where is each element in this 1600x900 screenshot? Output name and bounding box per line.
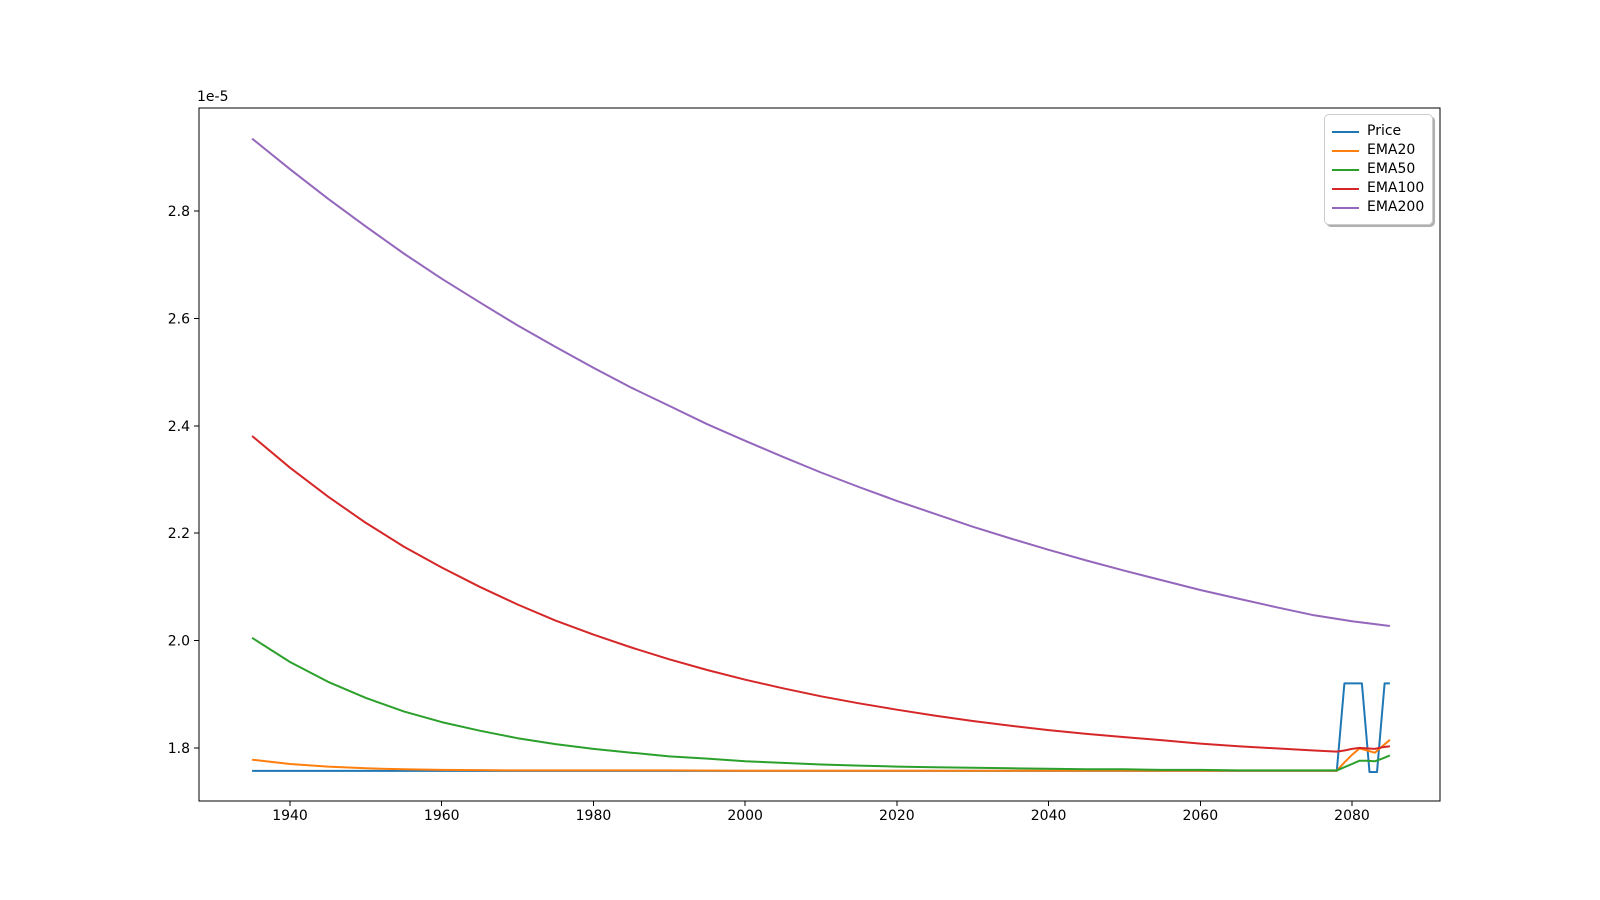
legend-entry-ema200: EMA200 [1332,199,1424,216]
series-line-ema50 [251,636,1391,772]
legend-line-sample [1332,206,1359,209]
legend-line-sample [1332,168,1359,171]
x-tick-label: 1940 [272,808,308,824]
x-tick-label: 2000 [727,808,763,824]
legend-label: EMA100 [1367,180,1425,196]
legend-line-sample [1332,187,1359,190]
legend-line-sample [1332,149,1359,152]
legend-label: Price [1367,123,1402,139]
x-tick-label: 2060 [1182,808,1218,824]
legend-entry-ema100: EMA100 [1332,180,1424,197]
y-tick-label: 1.8 [168,741,190,757]
x-tick-label: 2020 [879,808,915,824]
y-tick-label: 2.4 [168,419,190,435]
x-tick-label: 1960 [424,808,460,824]
x-tick-label: 2040 [1031,808,1067,824]
series-line-ema100 [251,435,1391,753]
legend: Price EMA20 EMA50 EMA100 EMA200 [1324,114,1433,225]
legend-label: EMA50 [1367,161,1416,177]
legend-line-sample [1332,130,1359,133]
series-line-ema200 [251,137,1391,627]
y-tick-label: 2.8 [168,204,190,220]
x-tick-label: 1980 [576,808,612,824]
legend-label: EMA200 [1367,199,1425,215]
legend-entry-ema50: EMA50 [1332,161,1424,178]
y-tick-label: 2.2 [168,526,190,542]
legend-entry-ema20: EMA20 [1332,142,1424,159]
series-line-price [252,682,1390,773]
legend-entry-price: Price [1332,123,1424,140]
x-tick-label: 2080 [1334,808,1370,824]
axes [198,107,1441,802]
series-lines [251,137,1391,773]
y-tick-label: 2.0 [168,633,190,649]
axis-ticks [194,210,1353,806]
plot-border [198,107,1441,802]
y-axis-offset-label: 1e-5 [197,89,229,105]
axis-tick-labels: 1940 1960 1980 2000 2020 2040 2060 2080 1.8 2.0 2.… [168,204,1370,824]
legend-label: EMA20 [1367,142,1416,158]
y-tick-label: 2.6 [168,311,190,327]
series-line-ema20 [251,739,1391,772]
